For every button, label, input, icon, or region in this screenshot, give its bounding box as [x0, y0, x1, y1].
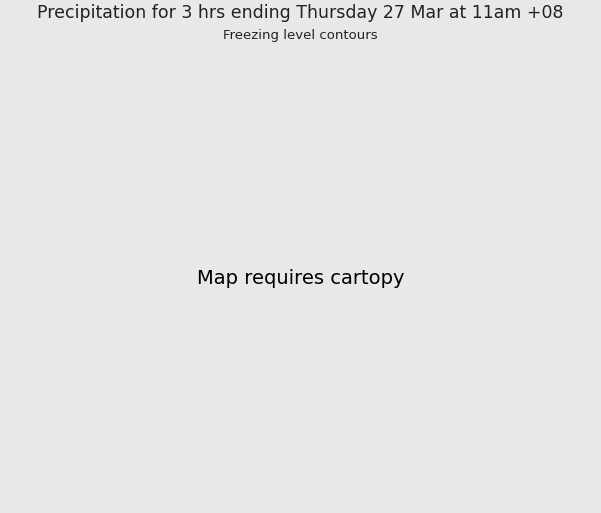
Text: Freezing level contours: Freezing level contours: [223, 29, 378, 42]
Text: Map requires cartopy: Map requires cartopy: [197, 269, 404, 288]
Text: Precipitation for 3 hrs ending Thursday 27 Mar at 11am +08: Precipitation for 3 hrs ending Thursday …: [37, 5, 564, 23]
